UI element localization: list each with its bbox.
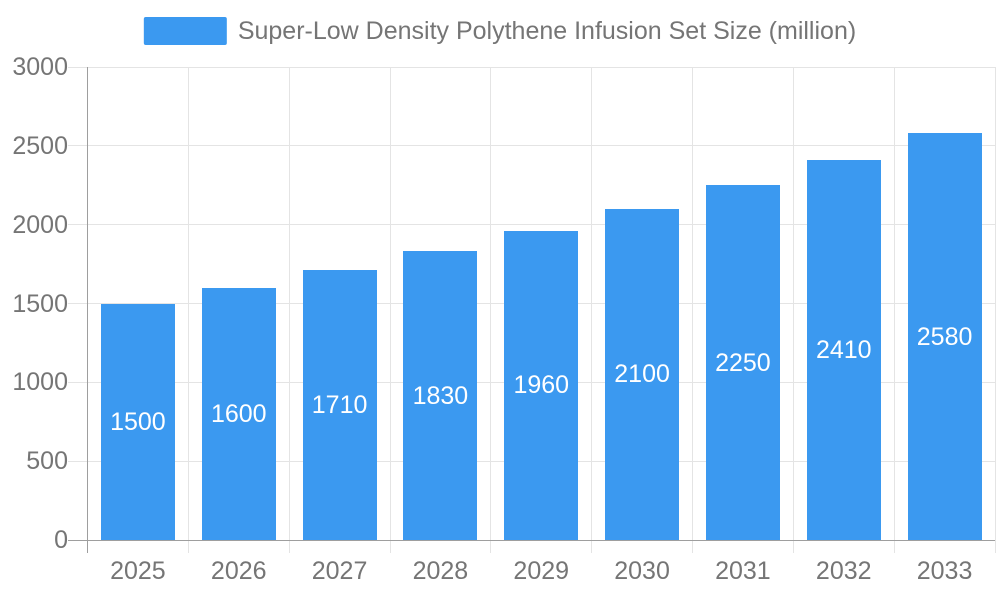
x-tick-label: 2026 xyxy=(210,557,267,585)
gridline-vertical xyxy=(792,67,794,553)
bar xyxy=(705,185,780,540)
gridline-horizontal xyxy=(67,224,995,226)
bar xyxy=(605,208,680,540)
bar-value-label: 2410 xyxy=(815,336,872,364)
bar xyxy=(403,251,478,540)
x-tick-label: 2029 xyxy=(513,557,570,585)
bar xyxy=(302,270,377,540)
x-tick-label: 2027 xyxy=(311,557,368,585)
bar xyxy=(201,287,276,540)
gridline-horizontal xyxy=(67,145,995,147)
y-tick-label: 1000 xyxy=(12,368,68,397)
x-tick-label: 2033 xyxy=(916,557,973,585)
gridline-vertical xyxy=(187,67,189,553)
bar-value-label: 1830 xyxy=(412,381,469,410)
y-tick-label: 3000 xyxy=(12,53,68,81)
x-tick-label: 2028 xyxy=(412,557,469,585)
x-tick-label: 2030 xyxy=(614,557,670,585)
gridline-vertical xyxy=(591,67,593,553)
y-axis-line xyxy=(87,67,88,553)
legend: Super-Low Density Polythene Infusion Set… xyxy=(143,17,857,45)
bar-value-label: 2100 xyxy=(614,360,670,389)
bar-value-label: 2250 xyxy=(715,348,771,377)
gridline-vertical xyxy=(288,67,290,553)
bar xyxy=(907,133,982,540)
bar xyxy=(806,160,881,540)
gridline-vertical xyxy=(994,67,996,553)
x-tick-label: 2032 xyxy=(815,557,872,585)
x-tick-label: 2031 xyxy=(715,557,771,585)
plot-area: 1500 1600 1710 1830 1960 2100 2250 2410 2580 xyxy=(67,66,996,553)
bar xyxy=(100,303,175,540)
gridline-horizontal xyxy=(67,66,995,68)
bar xyxy=(504,230,579,540)
bar-value-label: 1500 xyxy=(110,407,166,436)
y-tick-label: 1500 xyxy=(12,289,68,318)
x-axis-line xyxy=(67,539,995,541)
y-tick-label: 0 xyxy=(54,526,68,554)
x-tick-label: 2025 xyxy=(110,557,166,585)
gridline-vertical xyxy=(490,67,492,553)
y-tick-label: 2500 xyxy=(12,131,68,160)
gridline-vertical xyxy=(692,67,693,553)
y-tick-label: 500 xyxy=(26,447,68,476)
legend-series-label: Super-Low Density Polythene Infusion Set… xyxy=(237,17,857,45)
bar-value-label: 1710 xyxy=(311,391,368,420)
gridline-vertical xyxy=(893,67,895,553)
bar-value-label: 1960 xyxy=(513,371,570,400)
bar-value-label: 2580 xyxy=(916,322,973,351)
y-tick-label: 2000 xyxy=(12,210,68,239)
gridline-vertical xyxy=(389,67,391,553)
legend-swatch xyxy=(143,17,227,45)
bar-value-label: 1600 xyxy=(210,399,267,428)
